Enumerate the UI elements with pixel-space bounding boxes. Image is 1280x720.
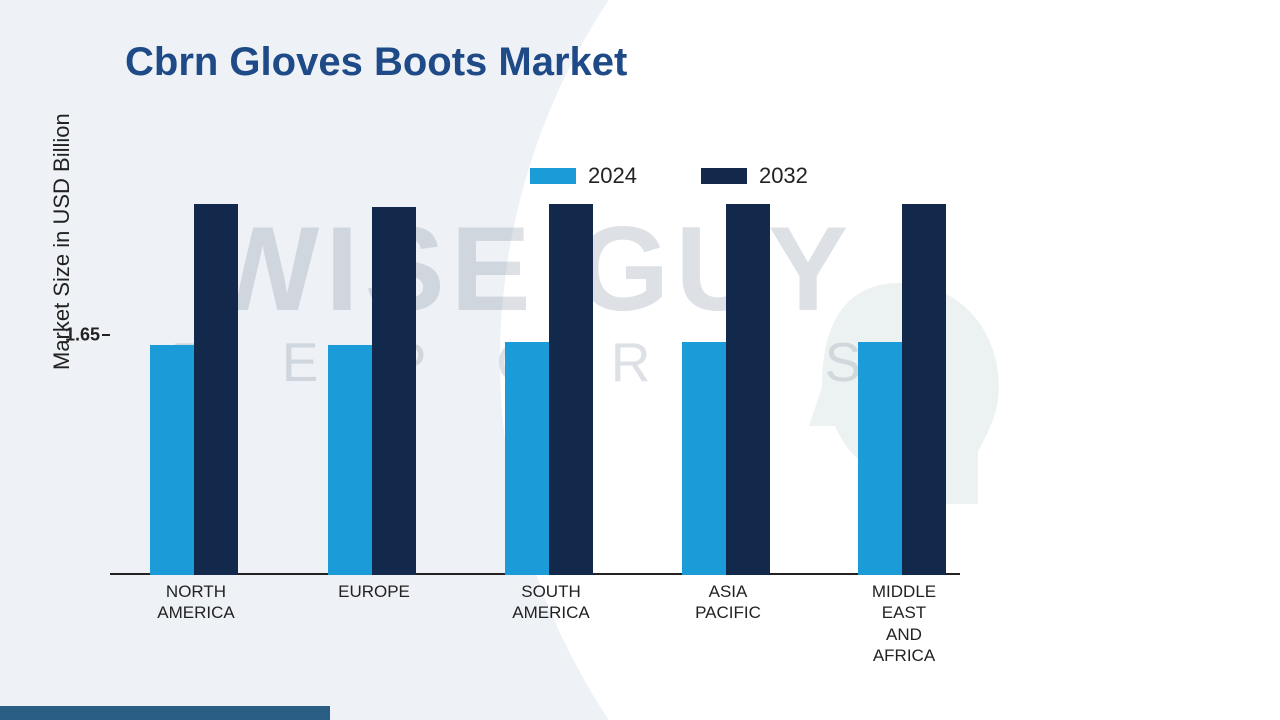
chart-plot-area: 1.65NORTH AMERICAEUROPESOUTH AMERICAASIA… bbox=[110, 175, 960, 605]
brand-head-icon bbox=[1196, 28, 1242, 74]
bar-2024 bbox=[328, 345, 372, 575]
bar-2032 bbox=[902, 204, 946, 575]
brand-line-1: WISE GUY bbox=[1002, 32, 1188, 71]
brand-line-2: R E P O R T S bbox=[1002, 72, 1242, 89]
x-axis-label: SOUTH AMERICA bbox=[512, 581, 589, 624]
x-axis-label: ASIA PACIFIC bbox=[695, 581, 761, 624]
chart-title: Cbrn Gloves Boots Market bbox=[125, 40, 627, 85]
bar-2032 bbox=[194, 204, 238, 575]
x-axis-label: NORTH AMERICA bbox=[157, 581, 234, 624]
bar-2024 bbox=[682, 342, 726, 575]
stage: WISE GUY R E P O R T S Cbrn Gloves Boots… bbox=[0, 0, 1280, 720]
bar-2024 bbox=[150, 345, 194, 575]
brand-logo: WISE GUY R E P O R T S bbox=[1002, 28, 1242, 89]
y-tick-mark bbox=[102, 334, 110, 336]
bar-2024 bbox=[505, 342, 549, 575]
x-axis-label: EUROPE bbox=[338, 581, 410, 602]
x-axis-label: MIDDLE EAST AND AFRICA bbox=[872, 581, 936, 666]
bottom-accent-bar bbox=[0, 706, 330, 720]
y-tick-label: 1.65 bbox=[50, 325, 100, 346]
bar-2032 bbox=[549, 204, 593, 575]
bar-2032 bbox=[372, 207, 416, 575]
bar-2024 bbox=[858, 342, 902, 575]
bar-2032 bbox=[726, 204, 770, 575]
